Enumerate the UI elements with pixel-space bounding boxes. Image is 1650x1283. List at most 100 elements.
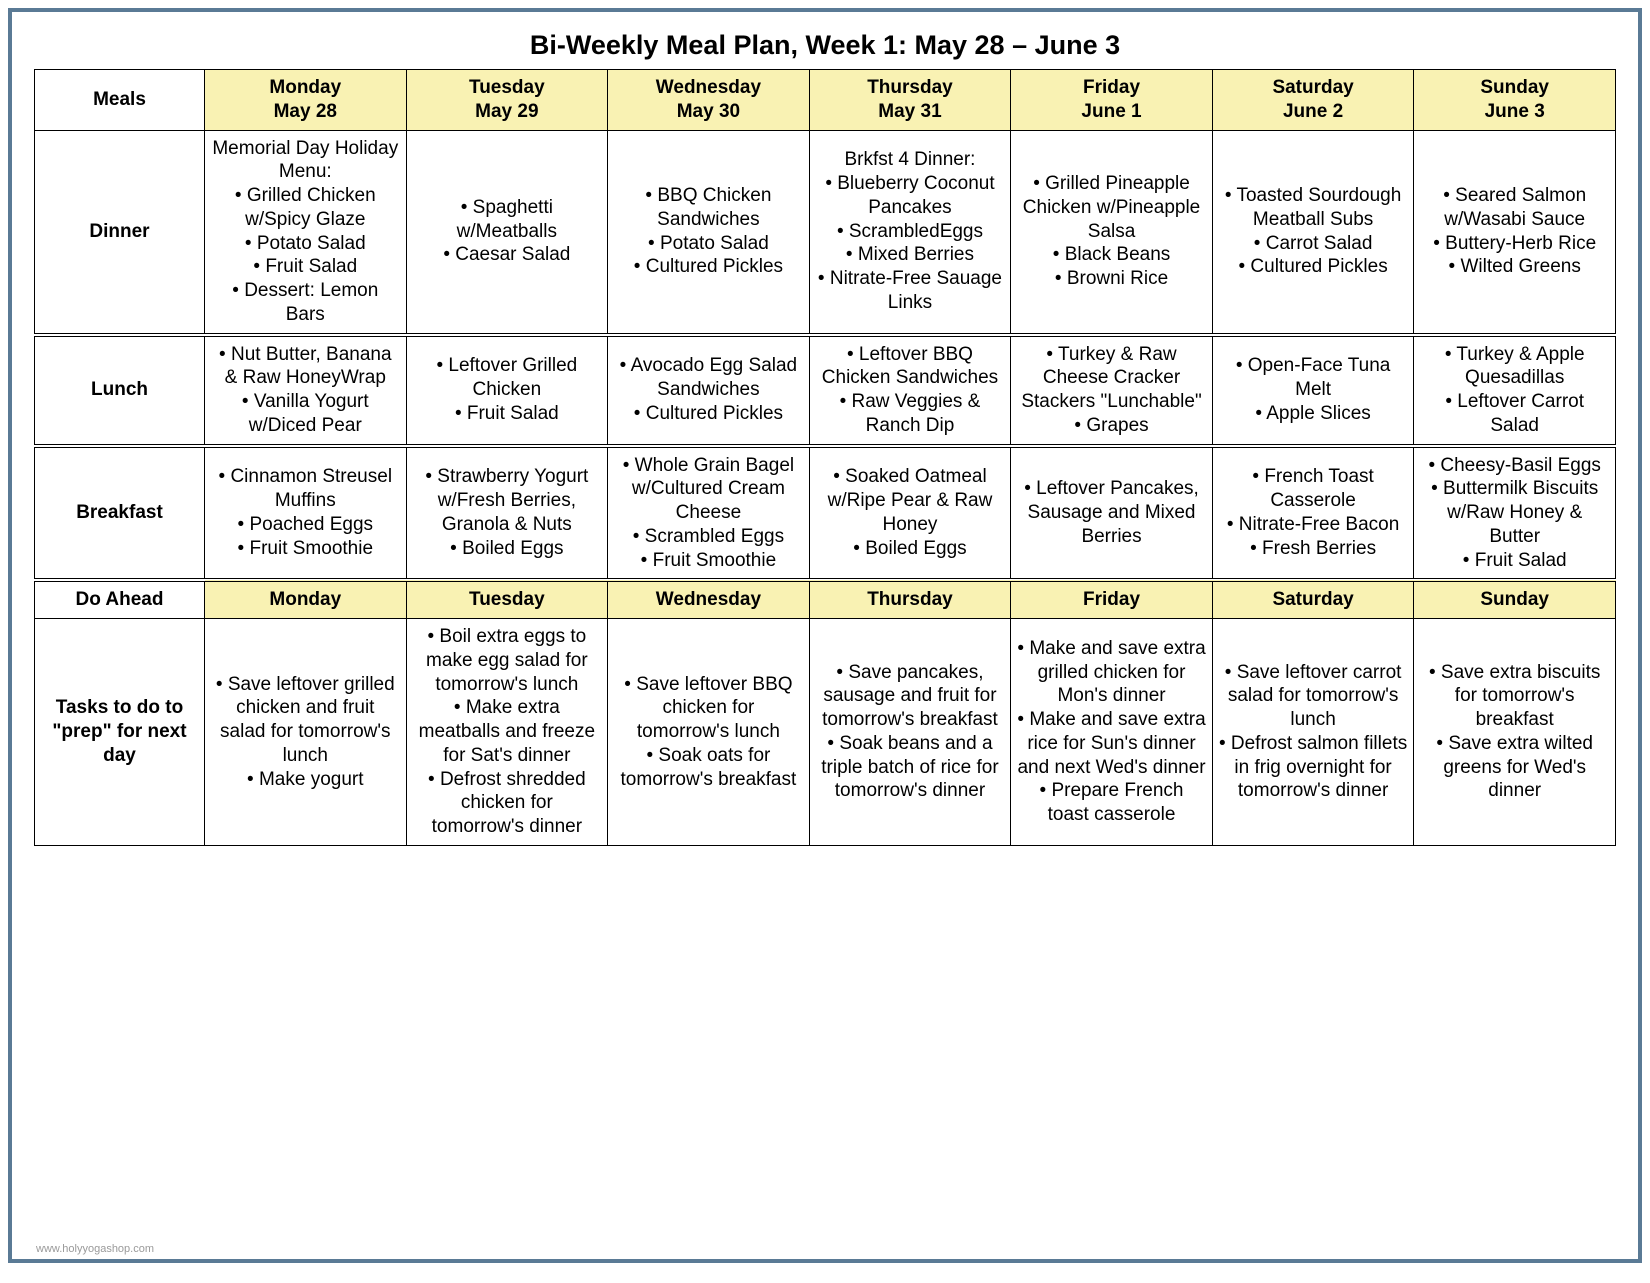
cell-item: Fruit Salad: [413, 402, 602, 426]
cell-item: Grilled Chicken w/Spicy Glaze: [211, 184, 400, 232]
cell-item: Potato Salad: [614, 232, 803, 256]
cell-item: Fruit Salad: [211, 255, 400, 279]
cell-item: Blueberry Coconut Pancakes: [816, 172, 1005, 220]
cell-item: Apple Slices: [1219, 402, 1408, 426]
meal-cell: Leftover Pancakes, Sausage and Mixed Ber…: [1011, 446, 1213, 581]
task-cell: Save leftover carrot salad for tomorrow'…: [1212, 619, 1414, 846]
header-do-ahead-day: Saturday: [1212, 580, 1414, 618]
header-meals: Meals: [35, 70, 205, 131]
cell-item: Soaked Oatmeal w/Ripe Pear & Raw Honey: [816, 465, 1005, 536]
meal-cell: Nut Butter, Banana & Raw HoneyWrapVanill…: [205, 335, 407, 446]
cell-item: Leftover Carrot Salad: [1420, 390, 1609, 438]
task-cell: Save pancakes, sausage and fruit for tom…: [809, 619, 1011, 846]
cell-item: Boiled Eggs: [413, 537, 602, 561]
meal-cell: Toasted Sourdough Meatball SubsCarrot Sa…: [1212, 130, 1414, 335]
row-label-lunch: Lunch: [35, 335, 205, 446]
row-label-dinner: Dinner: [35, 130, 205, 335]
cell-item: Fresh Berries: [1219, 537, 1408, 561]
cell-item: Leftover BBQ Chicken Sandwiches: [816, 343, 1005, 391]
meal-cell: Whole Grain Bagel w/Cultured Cream Chees…: [608, 446, 810, 581]
cell-item: Defrost shredded chicken for tomorrow's …: [413, 768, 602, 839]
cell-item: Vanilla Yogurt w/Diced Pear: [211, 390, 400, 438]
cell-item: Cultured Pickles: [614, 255, 803, 279]
meal-cell: Grilled Pineapple Chicken w/Pineapple Sa…: [1011, 130, 1213, 335]
cell-lead: Brkfst 4 Dinner:: [816, 148, 1005, 172]
cell-item: Leftover Pancakes, Sausage and Mixed Ber…: [1017, 477, 1206, 548]
cell-item: Browni Rice: [1017, 267, 1206, 291]
header-day: MondayMay 28: [205, 70, 407, 131]
cell-item: Carrot Salad: [1219, 232, 1408, 256]
task-cell: Save extra biscuits for tomorrow's break…: [1414, 619, 1616, 846]
cell-item: Boiled Eggs: [816, 537, 1005, 561]
header-do-ahead-day: Sunday: [1414, 580, 1616, 618]
cell-item: Grilled Pineapple Chicken w/Pineapple Sa…: [1017, 172, 1206, 243]
meal-cell: Turkey & Raw Cheese Cracker Stackers "Lu…: [1011, 335, 1213, 446]
cell-item: Defrost salmon fillets in frig overnight…: [1219, 732, 1408, 803]
header-day: ThursdayMay 31: [809, 70, 1011, 131]
meal-cell: Leftover Grilled ChickenFruit Salad: [406, 335, 608, 446]
footer-source: www.holyyogashop.com: [36, 1243, 154, 1255]
cell-item: Poached Eggs: [211, 513, 400, 537]
meal-plan-table: MealsMondayMay 28TuesdayMay 29WednesdayM…: [34, 69, 1616, 846]
meal-cell: Brkfst 4 Dinner:Blueberry Coconut Pancak…: [809, 130, 1011, 335]
cell-item: Cultured Pickles: [614, 402, 803, 426]
header-day: SundayJune 3: [1414, 70, 1616, 131]
header-day: WednesdayMay 30: [608, 70, 810, 131]
cell-item: Save extra wilted greens for Wed's dinne…: [1420, 732, 1609, 803]
cell-item: Strawberry Yogurt w/Fresh Berries, Grano…: [413, 465, 602, 536]
cell-item: Caesar Salad: [413, 243, 602, 267]
page-title: Bi-Weekly Meal Plan, Week 1: May 28 – Ju…: [34, 30, 1616, 61]
meal-cell: BBQ Chicken SandwichesPotato SaladCultur…: [608, 130, 810, 335]
cell-item: Nitrate-Free Bacon: [1219, 513, 1408, 537]
meal-cell: Leftover BBQ Chicken SandwichesRaw Veggi…: [809, 335, 1011, 446]
cell-item: Save leftover grilled chicken and fruit …: [211, 673, 400, 768]
cell-item: Turkey & Apple Quesadillas: [1420, 343, 1609, 391]
cell-item: Raw Veggies & Ranch Dip: [816, 390, 1005, 438]
meal-cell: Strawberry Yogurt w/Fresh Berries, Grano…: [406, 446, 608, 581]
meal-cell: Turkey & Apple QuesadillasLeftover Carro…: [1414, 335, 1616, 446]
cell-item: Nut Butter, Banana & Raw HoneyWrap: [211, 343, 400, 391]
cell-item: Potato Salad: [211, 232, 400, 256]
cell-item: Make and save extra rice for Sun's dinne…: [1017, 708, 1206, 779]
cell-item: Buttery-Herb Rice: [1420, 232, 1609, 256]
cell-item: Cultured Pickles: [1219, 255, 1408, 279]
meal-cell: Spaghetti w/MeatballsCaesar Salad: [406, 130, 608, 335]
cell-item: Spaghetti w/Meatballs: [413, 196, 602, 244]
cell-item: Save leftover BBQ chicken for tomorrow's…: [614, 673, 803, 744]
cell-item: French Toast Casserole: [1219, 465, 1408, 513]
cell-item: Make yogurt: [211, 768, 400, 792]
cell-item: Seared Salmon w/Wasabi Sauce: [1420, 184, 1609, 232]
meal-cell: Cinnamon Streusel MuffinsPoached EggsFru…: [205, 446, 407, 581]
cell-item: Turkey & Raw Cheese Cracker Stackers "Lu…: [1017, 343, 1206, 414]
cell-item: Save pancakes, sausage and fruit for tom…: [816, 661, 1005, 732]
cell-item: Fruit Smoothie: [211, 537, 400, 561]
cell-item: Black Beans: [1017, 243, 1206, 267]
meal-cell: Avocado Egg Salad SandwichesCultured Pic…: [608, 335, 810, 446]
meal-cell: Cheesy-Basil EggsButtermilk Biscuits w/R…: [1414, 446, 1616, 581]
cell-item: Dessert: Lemon Bars: [211, 279, 400, 327]
header-do-ahead-day: Monday: [205, 580, 407, 618]
cell-item: Mixed Berries: [816, 243, 1005, 267]
header-do-ahead-day: Friday: [1011, 580, 1213, 618]
cell-item: Save leftover carrot salad for tomorrow'…: [1219, 661, 1408, 732]
meal-cell: Seared Salmon w/Wasabi SauceButtery-Herb…: [1414, 130, 1616, 335]
meal-cell: Soaked Oatmeal w/Ripe Pear & Raw HoneyBo…: [809, 446, 1011, 581]
cell-item: Toasted Sourdough Meatball Subs: [1219, 184, 1408, 232]
task-cell: Save leftover grilled chicken and fruit …: [205, 619, 407, 846]
cell-item: BBQ Chicken Sandwiches: [614, 184, 803, 232]
header-do-ahead-day: Wednesday: [608, 580, 810, 618]
task-cell: Make and save extra grilled chicken for …: [1011, 619, 1213, 846]
row-label-breakfast: Breakfast: [35, 446, 205, 581]
meal-cell: Open-Face Tuna MeltApple Slices: [1212, 335, 1414, 446]
meal-cell: French Toast CasseroleNitrate-Free Bacon…: [1212, 446, 1414, 581]
header-day: SaturdayJune 2: [1212, 70, 1414, 131]
header-do-ahead-day: Thursday: [809, 580, 1011, 618]
cell-item: Whole Grain Bagel w/Cultured Cream Chees…: [614, 454, 803, 525]
cell-item: Cinnamon Streusel Muffins: [211, 465, 400, 513]
task-cell: Boil extra eggs to make egg salad for to…: [406, 619, 608, 846]
cell-item: ScrambledEggs: [816, 220, 1005, 244]
cell-item: Make and save extra grilled chicken for …: [1017, 637, 1206, 708]
cell-item: Avocado Egg Salad Sandwiches: [614, 354, 803, 402]
cell-item: Leftover Grilled Chicken: [413, 354, 602, 402]
cell-item: Scrambled Eggs: [614, 525, 803, 549]
